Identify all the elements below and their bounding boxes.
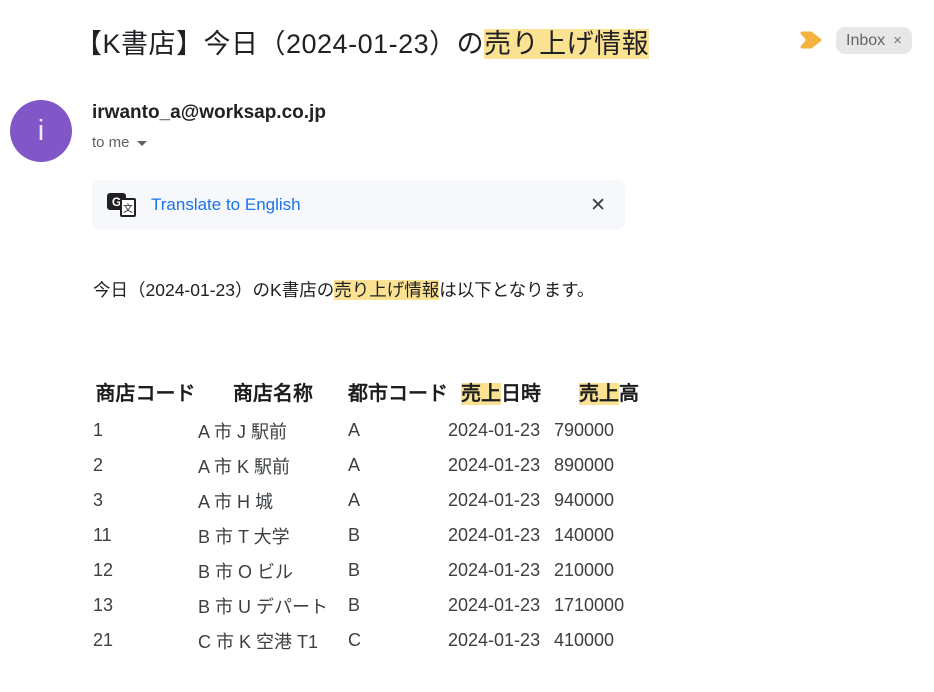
translate-to-english-link[interactable]: Translate to English (151, 195, 301, 214)
table-cell: 1 (93, 420, 104, 440)
recipient-details-toggle[interactable]: to me (92, 134, 326, 151)
table-cell: 11 (93, 525, 112, 545)
table-cell: 2024-01-23 (448, 560, 541, 580)
table-cell: 2024-01-23 (448, 455, 541, 475)
table-cell: 890000 (554, 455, 615, 475)
table-cell: 2024-01-23 (448, 490, 541, 510)
table-cell: A (348, 490, 361, 510)
table-cell: A (348, 455, 361, 475)
table-row: 11 B 市 T 大学 B 2024-01-23 140000 (93, 518, 664, 553)
close-icon[interactable]: ✕ (590, 194, 606, 216)
table-row: 13 B 市 U デパート B 2024-01-23 1710000 (93, 588, 664, 623)
sender-email[interactable]: irwanto_a@worksap.co.jp (92, 102, 326, 123)
table-cell: B (348, 560, 361, 580)
table-cell: 2024-01-23 (448, 420, 541, 440)
table-cell: 2024-01-23 (448, 595, 541, 615)
sales-table: 商店コード 商店名称 都市コード 売上日時 売上高 1 A 市 J 駅前 A 2… (93, 381, 664, 658)
table-cell: C 市 K 空港 T1 (198, 631, 319, 652)
table-cell: 2 (93, 455, 104, 475)
body-text-pre: 今日（2024-01-23）のK書店の (93, 280, 335, 300)
body-highlight: 売り上げ情報 (334, 280, 440, 300)
google-translate-icon: G 文 (107, 191, 137, 219)
table-cell: B 市 T 大学 (198, 526, 290, 547)
table-row: 21 C 市 K 空港 T1 C 2024-01-23 410000 (93, 623, 664, 658)
table-row: 3 A 市 H 城 A 2024-01-23 940000 (93, 483, 664, 518)
table-cell: B 市 U デパート (198, 596, 329, 617)
header-city-code: 都市コード (348, 383, 448, 405)
table-header-row: 商店コード 商店名称 都市コード 売上日時 売上高 (93, 381, 664, 413)
header-shop-name: 商店名称 (233, 383, 313, 405)
remove-label-icon[interactable]: × (893, 32, 902, 49)
important-marker-icon[interactable] (799, 30, 823, 50)
header-sales-date: 売上日時 (461, 383, 541, 405)
email-subject: 【K書店】今日（2024-01-23）の売り上げ情報 (75, 22, 650, 61)
sender-block: irwanto_a@worksap.co.jp to me (92, 102, 326, 151)
table-cell: A 市 K 駅前 (198, 456, 291, 477)
table-cell: B (348, 525, 361, 545)
chevron-down-icon (136, 141, 147, 146)
table-cell: 140000 (554, 525, 615, 545)
inbox-label-text: Inbox (846, 31, 886, 49)
table-cell: 2024-01-23 (448, 630, 541, 650)
inbox-label-chip[interactable]: Inbox × (836, 27, 912, 54)
body-text-post: は以下となります。 (439, 280, 595, 300)
table-cell: 410000 (554, 630, 615, 650)
subject-text: 【K書店】今日（2024-01-23）の (75, 29, 485, 59)
translate-icon-char: 文 (120, 198, 136, 217)
table-cell: 2024-01-23 (448, 525, 541, 545)
table-cell: 210000 (554, 560, 615, 580)
table-cell: B (348, 595, 361, 615)
table-cell: A 市 H 城 (198, 491, 274, 512)
table-cell: 13 (93, 595, 114, 615)
translate-bar: G 文 Translate to English ✕ (92, 180, 625, 230)
table-cell: C (348, 630, 361, 650)
table-row: 12 B 市 O ビル B 2024-01-23 210000 (93, 553, 664, 588)
table-cell: 3 (93, 490, 104, 510)
table-cell: A (348, 420, 361, 440)
header-sales-amount: 売上高 (579, 383, 639, 405)
table-cell: 1710000 (554, 595, 625, 615)
subject-highlight: 売り上げ情報 (484, 29, 650, 59)
table-cell: A 市 J 駅前 (198, 421, 288, 442)
table-row: 1 A 市 J 駅前 A 2024-01-23 790000 (93, 413, 664, 448)
table-cell: 790000 (554, 420, 615, 440)
table-cell: 21 (93, 630, 114, 650)
table-cell: 12 (93, 560, 114, 580)
table-cell: B 市 O ビル (198, 561, 294, 582)
sender-avatar[interactable]: i (10, 100, 72, 162)
header-shop-code: 商店コード (95, 383, 196, 405)
table-row: 2 A 市 K 駅前 A 2024-01-23 890000 (93, 448, 664, 483)
recipient-text: to me (92, 134, 130, 151)
table-cell: 940000 (554, 490, 615, 510)
email-body-text: 今日（2024-01-23）のK書店の売り上げ情報は以下となります。 (93, 276, 594, 304)
